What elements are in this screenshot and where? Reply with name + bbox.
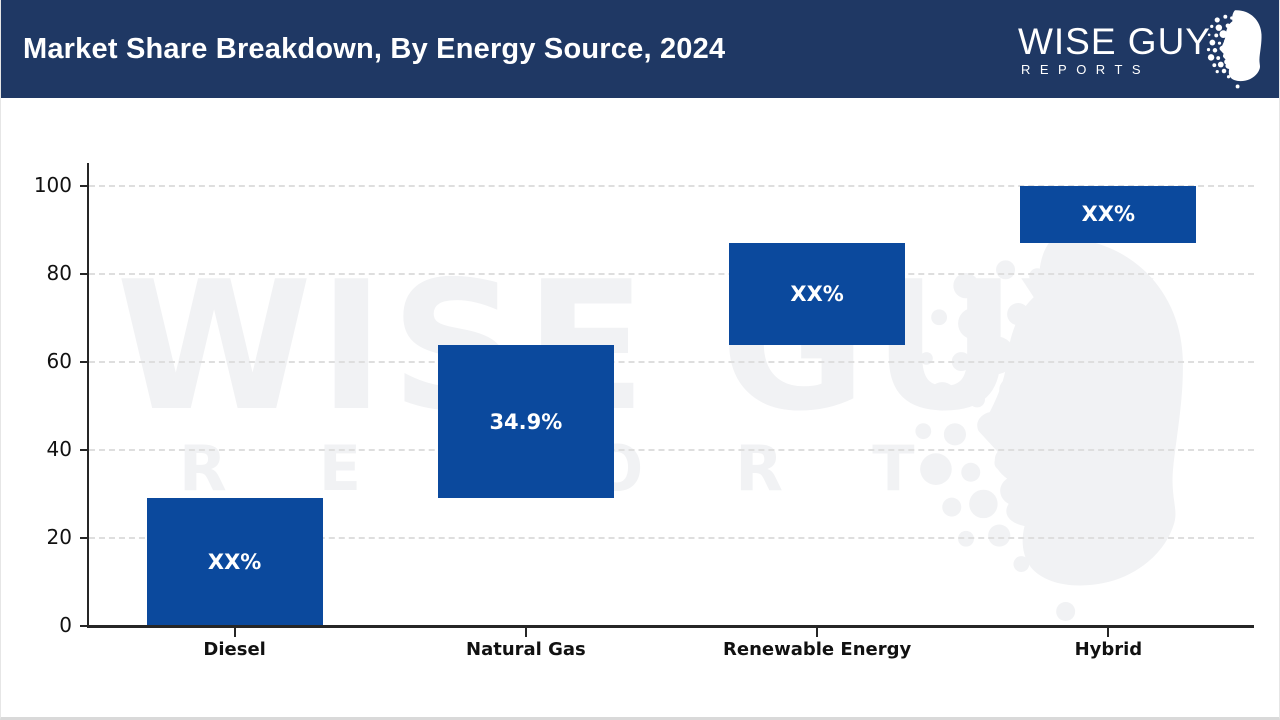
x-tick-label: Diesel — [203, 639, 266, 660]
x-tick-mark — [1107, 628, 1110, 637]
x-axis-line — [87, 625, 1254, 628]
x-tick-mark — [233, 628, 236, 637]
y-tick-label: 20 — [46, 525, 72, 549]
gridline — [89, 361, 1254, 363]
y-tick-label: 80 — [46, 261, 72, 285]
bar-value-label: 34.9% — [489, 409, 563, 434]
x-tick-label: Hybrid — [1074, 639, 1143, 660]
logo-wiseguy-text: WISE GUY — [1017, 20, 1211, 62]
x-tick-label: Renewable Energy — [723, 639, 912, 660]
y-tick-mark — [80, 273, 89, 275]
y-tick-mark — [80, 537, 89, 539]
wise-guy-reports-logo: WISE GUY REPORTS — [1018, 0, 1271, 98]
logo-reports-text: REPORTS — [1020, 61, 1151, 77]
bar-value-label: XX% — [790, 281, 844, 306]
y-tick-label: 100 — [33, 173, 72, 197]
bar-value-label: XX% — [1081, 202, 1136, 227]
bar-natural-gas: 34.9% — [437, 344, 614, 499]
gridline — [89, 185, 1254, 187]
x-tick-mark — [524, 628, 527, 637]
x-tick-label: Natural Gas — [466, 639, 586, 660]
logo-text: WISE GUY REPORTS — [1018, 23, 1211, 76]
x-tick-mark — [816, 628, 819, 637]
chart-title: Market Share Breakdown, By Energy Source… — [23, 32, 726, 65]
bar-hybrid: XX% — [1020, 186, 1197, 243]
bar-value-label: XX% — [207, 550, 262, 575]
header-banner: Market Share Breakdown, By Energy Source… — [1, 0, 1279, 98]
gridline — [89, 537, 1254, 539]
bar-diesel: XX% — [146, 498, 323, 626]
bar-renewable-energy: XX% — [729, 242, 906, 345]
y-tick-mark — [80, 361, 89, 363]
y-tick-label: 60 — [46, 349, 72, 373]
gridline — [89, 449, 1254, 451]
y-tick-mark — [80, 185, 89, 187]
y-tick-mark — [80, 625, 89, 627]
y-tick-mark — [80, 449, 89, 451]
y-tick-label: 0 — [59, 613, 72, 637]
logo-face-icon — [1199, 7, 1271, 91]
y-tick-label: 40 — [46, 437, 72, 461]
gridline — [89, 273, 1254, 275]
y-axis-line — [87, 163, 89, 628]
